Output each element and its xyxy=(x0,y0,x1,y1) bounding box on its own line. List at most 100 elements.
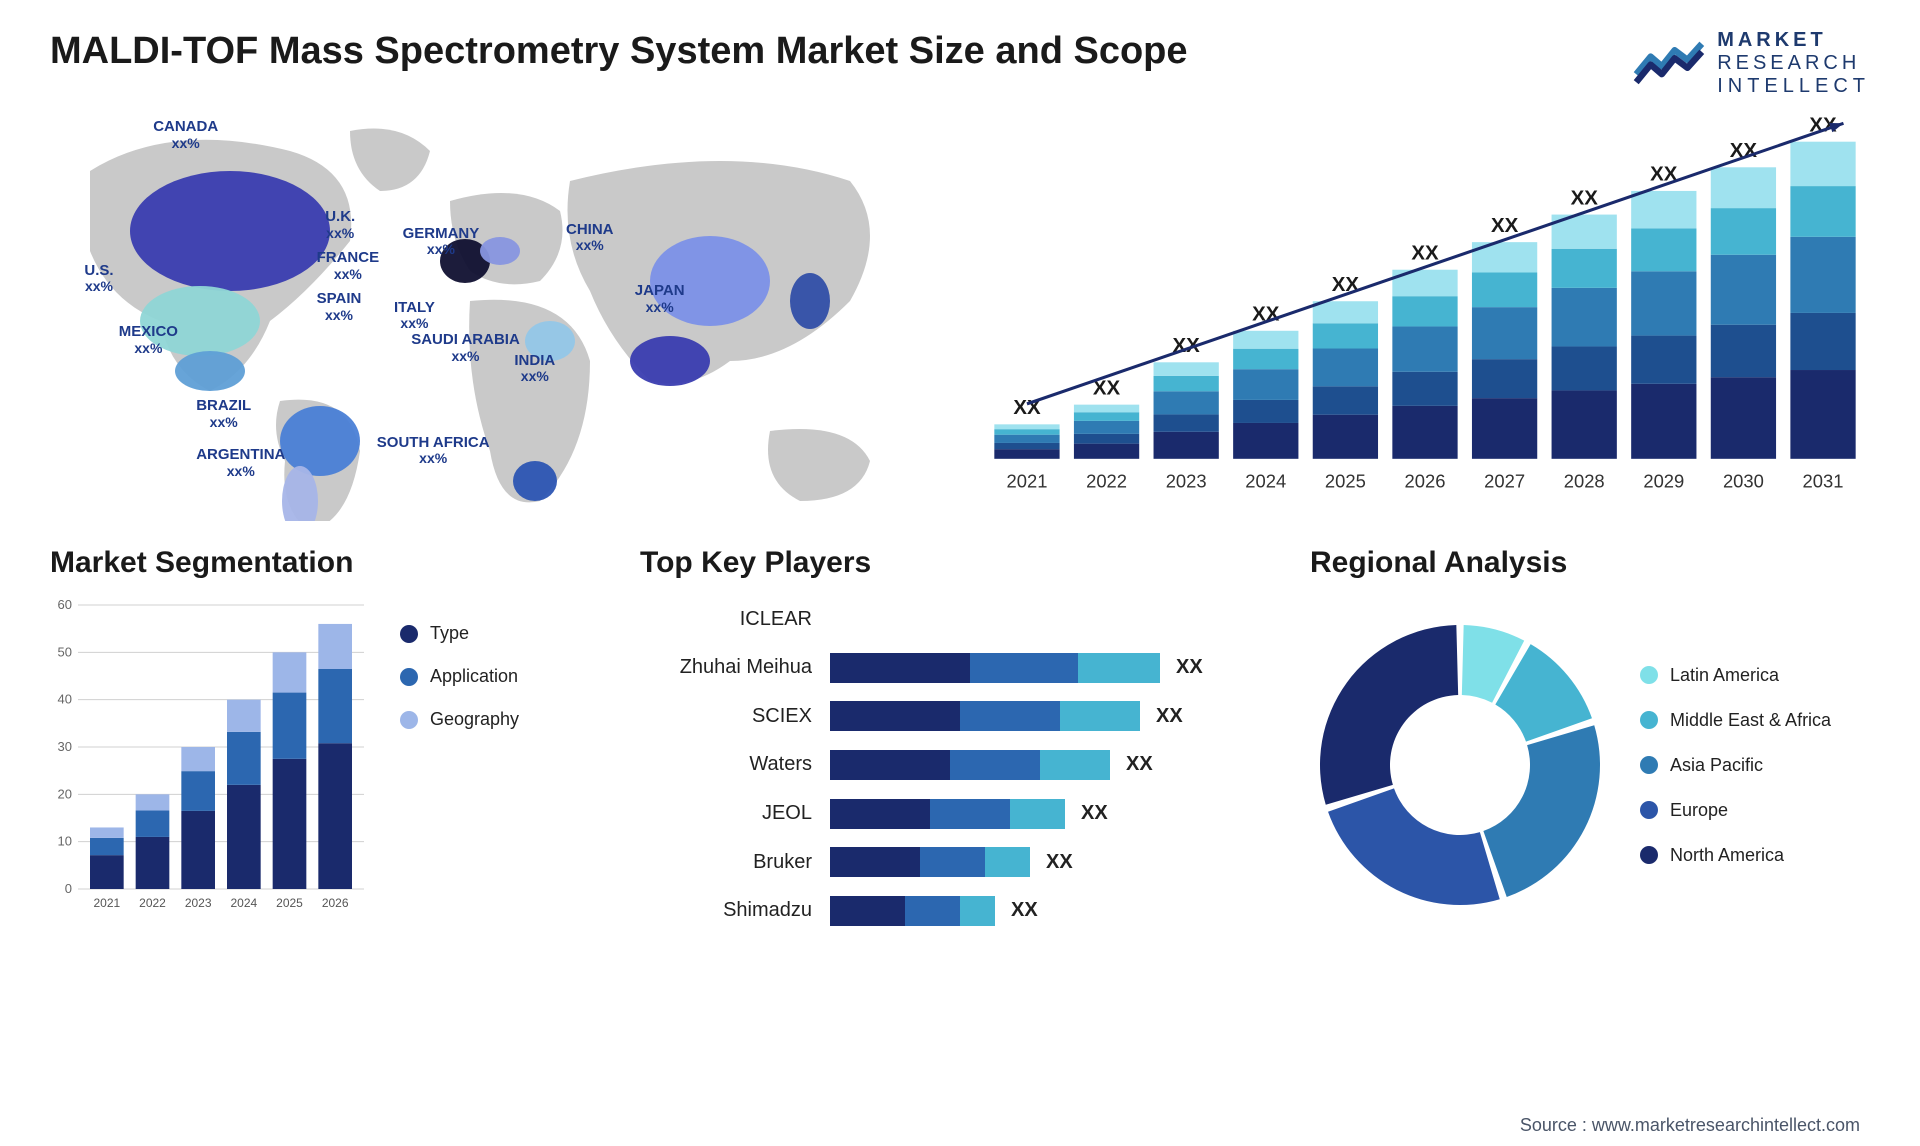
player-bar-segment xyxy=(1040,750,1110,780)
svg-text:2024: 2024 xyxy=(1245,470,1286,491)
player-bar-row: XX xyxy=(830,653,1280,683)
brand-logo: MARKET RESEARCH INTELLECT xyxy=(1633,30,1870,96)
segmentation-chart: 0102030405060202120222023202420252026 xyxy=(50,595,370,935)
player-bar-segment xyxy=(930,799,1010,829)
player-bar-row: XX xyxy=(830,799,1280,829)
legend-label: Latin America xyxy=(1670,665,1779,686)
player-bar-segment xyxy=(960,701,1060,731)
player-bar-segment xyxy=(950,750,1040,780)
player-bar-row: XX xyxy=(830,847,1280,877)
player-name: Zhuhai Meihua xyxy=(680,656,812,679)
legend-item: Asia Pacific xyxy=(1640,755,1831,776)
svg-text:2024: 2024 xyxy=(230,896,257,910)
svg-text:40: 40 xyxy=(58,692,72,707)
player-bar-segment xyxy=(830,799,930,829)
player-value: XX xyxy=(1156,705,1183,728)
player-name: Bruker xyxy=(753,851,812,874)
legend-label: Type xyxy=(430,623,469,644)
player-bar-segment xyxy=(905,896,960,926)
players-chart: ICLEARZhuhai MeihuaSCIEXWatersJEOLBruker… xyxy=(640,595,1280,935)
legend-item: Latin America xyxy=(1640,665,1831,686)
svg-text:XX: XX xyxy=(1491,214,1519,237)
svg-text:2030: 2030 xyxy=(1723,470,1764,491)
player-bar-row: XX xyxy=(830,896,1280,926)
map-label: SPAINxx% xyxy=(317,291,362,324)
player-bar-segment xyxy=(960,896,995,926)
map-label: SAUDI ARABIAxx% xyxy=(411,332,520,365)
player-bar xyxy=(830,799,1065,829)
player-bar-segment xyxy=(970,653,1078,683)
map-label: ITALYxx% xyxy=(394,300,435,333)
svg-text:2023: 2023 xyxy=(185,896,212,910)
map-label: JAPANxx% xyxy=(635,283,685,316)
svg-text:2026: 2026 xyxy=(1405,470,1446,491)
segmentation-title: Market Segmentation xyxy=(50,546,610,580)
legend-label: North America xyxy=(1670,845,1784,866)
map-label: ARGENTINAxx% xyxy=(196,447,285,480)
player-bar-segment xyxy=(920,847,985,877)
legend-item: Europe xyxy=(1640,800,1831,821)
svg-text:2028: 2028 xyxy=(1564,470,1605,491)
player-bar-segment xyxy=(830,701,960,731)
svg-text:XX: XX xyxy=(1571,186,1599,209)
svg-text:10: 10 xyxy=(58,834,72,849)
player-value: XX xyxy=(1011,899,1038,922)
regional-donut xyxy=(1310,615,1610,915)
svg-text:50: 50 xyxy=(58,644,72,659)
player-value: XX xyxy=(1081,802,1108,825)
svg-text:2025: 2025 xyxy=(276,896,303,910)
map-label: U.S.xx% xyxy=(84,263,113,296)
legend-item: Application xyxy=(400,666,519,687)
player-bar xyxy=(830,701,1140,731)
map-label: U.K.xx% xyxy=(325,209,355,242)
svg-text:60: 60 xyxy=(58,597,72,612)
regional-title: Regional Analysis xyxy=(1310,546,1870,580)
regional-legend: Latin America Middle East & Africa Asia Pa… xyxy=(1640,665,1831,866)
legend-swatch xyxy=(400,668,418,686)
map-label: FRANCExx% xyxy=(317,250,380,283)
legend-item: Geography xyxy=(400,709,519,730)
legend-label: Geography xyxy=(430,709,519,730)
svg-text:2022: 2022 xyxy=(1086,470,1127,491)
player-bar xyxy=(830,896,995,926)
player-bar xyxy=(830,750,1110,780)
svg-text:30: 30 xyxy=(58,739,72,754)
svg-text:2025: 2025 xyxy=(1325,470,1366,491)
player-bar-segment xyxy=(1078,653,1160,683)
player-bar-segment xyxy=(830,896,905,926)
player-bar-row: XX xyxy=(830,701,1280,731)
svg-text:20: 20 xyxy=(58,786,72,801)
svg-text:2021: 2021 xyxy=(93,896,120,910)
source-footer: Source : www.marketresearchintellect.com xyxy=(1520,1115,1860,1136)
player-bar-segment xyxy=(830,847,920,877)
legend-label: Europe xyxy=(1670,800,1728,821)
legend-swatch xyxy=(1640,756,1658,774)
player-value: XX xyxy=(1126,753,1153,776)
map-label: BRAZILxx% xyxy=(196,398,251,431)
map-label: GERMANYxx% xyxy=(403,226,480,259)
svg-text:2031: 2031 xyxy=(1803,470,1844,491)
player-bar-segment xyxy=(830,750,950,780)
map-label: INDIAxx% xyxy=(514,353,555,386)
player-name: Shimadzu xyxy=(723,899,812,922)
svg-text:2023: 2023 xyxy=(1166,470,1207,491)
legend-swatch xyxy=(400,711,418,729)
legend-item: Middle East & Africa xyxy=(1640,710,1831,731)
logo-line3: INTELLECT xyxy=(1717,76,1870,96)
player-value: XX xyxy=(1046,851,1073,874)
legend-swatch xyxy=(1640,846,1658,864)
logo-text: MARKET RESEARCH INTELLECT xyxy=(1717,30,1870,96)
logo-mark-icon xyxy=(1633,38,1705,88)
svg-text:2026: 2026 xyxy=(322,896,349,910)
regional-chart: Latin America Middle East & Africa Asia Pa… xyxy=(1310,595,1870,935)
legend-swatch xyxy=(1640,801,1658,819)
player-name: Waters xyxy=(749,753,812,776)
legend-label: Asia Pacific xyxy=(1670,755,1763,776)
svg-text:2029: 2029 xyxy=(1643,470,1684,491)
legend-swatch xyxy=(1640,666,1658,684)
player-value: XX xyxy=(1176,656,1203,679)
map-label: CANADAxx% xyxy=(153,119,218,152)
segmentation-section: Market Segmentation 01020304050602021202… xyxy=(50,546,610,966)
player-bar-row xyxy=(830,604,1280,634)
legend-item: Type xyxy=(400,623,519,644)
